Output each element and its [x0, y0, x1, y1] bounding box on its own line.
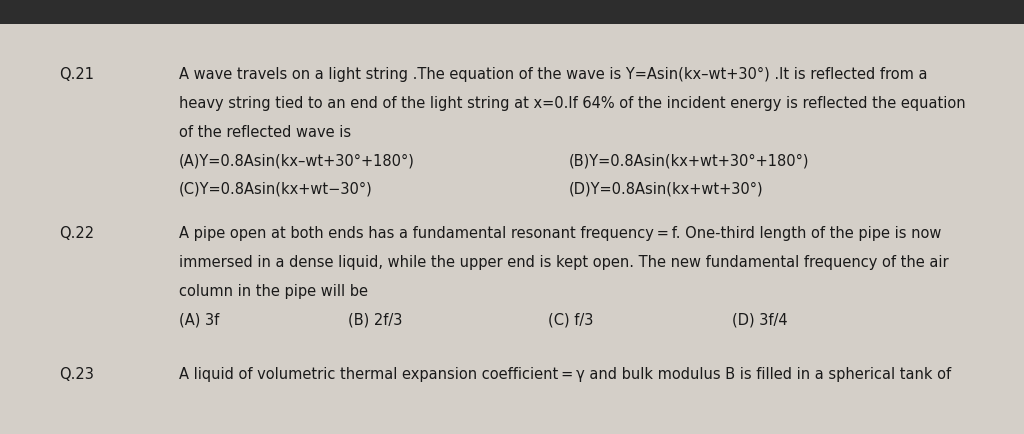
Text: (A)Y=0.8Asin(kx–wt+30°+180°): (A)Y=0.8Asin(kx–wt+30°+180°): [179, 153, 415, 168]
Text: A liquid of volumetric thermal expansion coefficient = γ and bulk modulus B is f: A liquid of volumetric thermal expansion…: [179, 367, 951, 381]
Text: immersed in a dense liquid, while the upper end is kept open. The new fundamenta: immersed in a dense liquid, while the up…: [179, 255, 949, 270]
Text: Q.23: Q.23: [59, 367, 94, 381]
Text: A pipe open at both ends has a fundamental resonant frequency = f. One-third len: A pipe open at both ends has a fundament…: [179, 226, 942, 241]
Text: Q.22: Q.22: [59, 226, 94, 241]
Text: (B)Y=0.8Asin(kx+wt+30°+180°): (B)Y=0.8Asin(kx+wt+30°+180°): [568, 153, 809, 168]
Bar: [0, 0, 1024, 24]
Text: (D) 3f/4: (D) 3f/4: [732, 312, 787, 327]
Text: (D)Y=0.8Asin(kx+wt+30°): (D)Y=0.8Asin(kx+wt+30°): [568, 182, 763, 197]
Text: (B) 2f/3: (B) 2f/3: [348, 312, 402, 327]
Text: Q.21: Q.21: [59, 67, 94, 82]
Text: heavy string tied to an end of the light string at x=0.If 64% of the incident en: heavy string tied to an end of the light…: [179, 96, 966, 111]
Text: A wave travels on a light string .The equation of the wave is Y=Asin(kx–wt+30°) : A wave travels on a light string .The eq…: [179, 67, 928, 82]
Text: (A) 3f: (A) 3f: [179, 312, 219, 327]
Text: of the reflected wave is: of the reflected wave is: [179, 125, 351, 140]
Text: (C) f/3: (C) f/3: [548, 312, 593, 327]
Text: column in the pipe will be: column in the pipe will be: [179, 283, 369, 299]
Text: (C)Y=0.8Asin(kx+wt−30°): (C)Y=0.8Asin(kx+wt−30°): [179, 182, 373, 197]
